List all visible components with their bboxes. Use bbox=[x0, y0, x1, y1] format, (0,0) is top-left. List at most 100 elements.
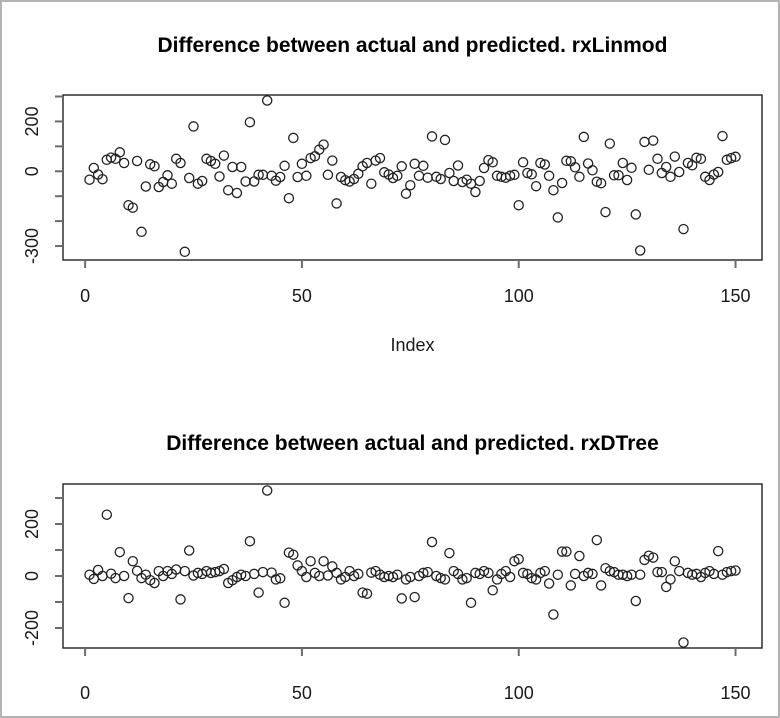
data-point bbox=[556, 546, 568, 557]
data-point bbox=[600, 206, 611, 218]
data-point bbox=[513, 199, 524, 211]
x-tick-label: 50 bbox=[292, 683, 312, 703]
data-point bbox=[405, 179, 416, 191]
data-point bbox=[288, 549, 299, 560]
data-point bbox=[621, 570, 633, 582]
data-point bbox=[730, 565, 741, 576]
data-point bbox=[422, 172, 433, 183]
data-point bbox=[608, 170, 620, 181]
data-point bbox=[465, 597, 477, 609]
data-point bbox=[361, 588, 373, 599]
data-point bbox=[617, 157, 629, 169]
data-point bbox=[595, 580, 607, 591]
data-point bbox=[162, 170, 173, 181]
data-point bbox=[327, 155, 338, 166]
data-point bbox=[574, 171, 585, 183]
data-point bbox=[522, 167, 533, 179]
data-point bbox=[248, 176, 260, 187]
data-point bbox=[222, 184, 234, 196]
data-point bbox=[218, 150, 230, 161]
data-point bbox=[543, 578, 555, 589]
data-point bbox=[166, 178, 178, 189]
plot-box bbox=[62, 483, 763, 649]
data-point bbox=[118, 157, 130, 169]
data-point bbox=[513, 553, 524, 565]
data-point bbox=[474, 175, 485, 187]
data-point bbox=[504, 170, 516, 182]
data-point bbox=[240, 176, 251, 187]
data-point bbox=[439, 134, 451, 146]
data-point bbox=[188, 121, 199, 132]
data-point bbox=[634, 245, 646, 256]
data-point bbox=[127, 202, 139, 213]
data-point bbox=[283, 192, 295, 204]
data-point bbox=[556, 177, 568, 189]
data-point bbox=[140, 181, 152, 192]
data-point bbox=[517, 157, 529, 168]
data-point bbox=[725, 565, 737, 577]
x-tick-label: 0 bbox=[80, 683, 90, 703]
data-point bbox=[327, 561, 338, 572]
data-point bbox=[435, 173, 446, 185]
data-point bbox=[400, 188, 412, 199]
data-point bbox=[561, 546, 572, 557]
data-point bbox=[526, 572, 537, 584]
data-point bbox=[392, 569, 403, 580]
data-point bbox=[422, 566, 433, 578]
data-point bbox=[331, 567, 342, 579]
data-point bbox=[136, 226, 147, 238]
data-point bbox=[483, 567, 494, 579]
data-point bbox=[353, 568, 364, 580]
data-point bbox=[418, 160, 429, 172]
plot-box bbox=[62, 94, 763, 261]
data-point bbox=[288, 132, 299, 144]
data-point bbox=[175, 594, 186, 605]
data-point bbox=[569, 568, 581, 580]
data-point bbox=[539, 565, 551, 577]
data-point bbox=[426, 536, 438, 548]
data-point bbox=[244, 116, 256, 128]
data-point bbox=[101, 509, 113, 520]
data-point bbox=[656, 566, 668, 578]
x-tick-label: 50 bbox=[292, 286, 312, 306]
data-point bbox=[392, 170, 403, 182]
data-point bbox=[301, 170, 312, 182]
data-point bbox=[366, 178, 377, 189]
data-point bbox=[561, 155, 572, 167]
data-point bbox=[712, 545, 724, 557]
data-point bbox=[322, 570, 334, 581]
data-point bbox=[248, 568, 260, 580]
data-point bbox=[504, 571, 516, 583]
x-tick-label: 0 bbox=[80, 286, 90, 306]
data-point bbox=[582, 567, 594, 579]
data-point bbox=[487, 157, 498, 168]
data-point bbox=[444, 547, 455, 559]
data-point bbox=[257, 566, 269, 578]
data-point bbox=[439, 574, 451, 585]
data-point bbox=[487, 585, 498, 596]
data-point bbox=[227, 161, 238, 173]
data-point bbox=[665, 574, 676, 585]
data-point bbox=[613, 170, 624, 181]
data-point bbox=[261, 95, 273, 106]
data-point bbox=[543, 170, 555, 182]
data-point bbox=[552, 212, 564, 223]
data-point bbox=[131, 155, 143, 167]
data-point bbox=[435, 572, 446, 584]
data-point bbox=[114, 147, 126, 158]
data-point bbox=[413, 170, 425, 182]
data-point bbox=[652, 566, 663, 578]
data-point bbox=[691, 152, 702, 164]
data-point bbox=[305, 555, 316, 567]
data-point bbox=[457, 574, 468, 585]
data-point bbox=[652, 153, 663, 165]
data-point bbox=[725, 152, 737, 164]
data-point bbox=[548, 609, 559, 620]
data-point bbox=[179, 246, 191, 258]
data-point bbox=[695, 153, 707, 165]
data-point bbox=[196, 175, 208, 187]
data-point bbox=[183, 545, 195, 556]
data-point bbox=[717, 130, 728, 142]
